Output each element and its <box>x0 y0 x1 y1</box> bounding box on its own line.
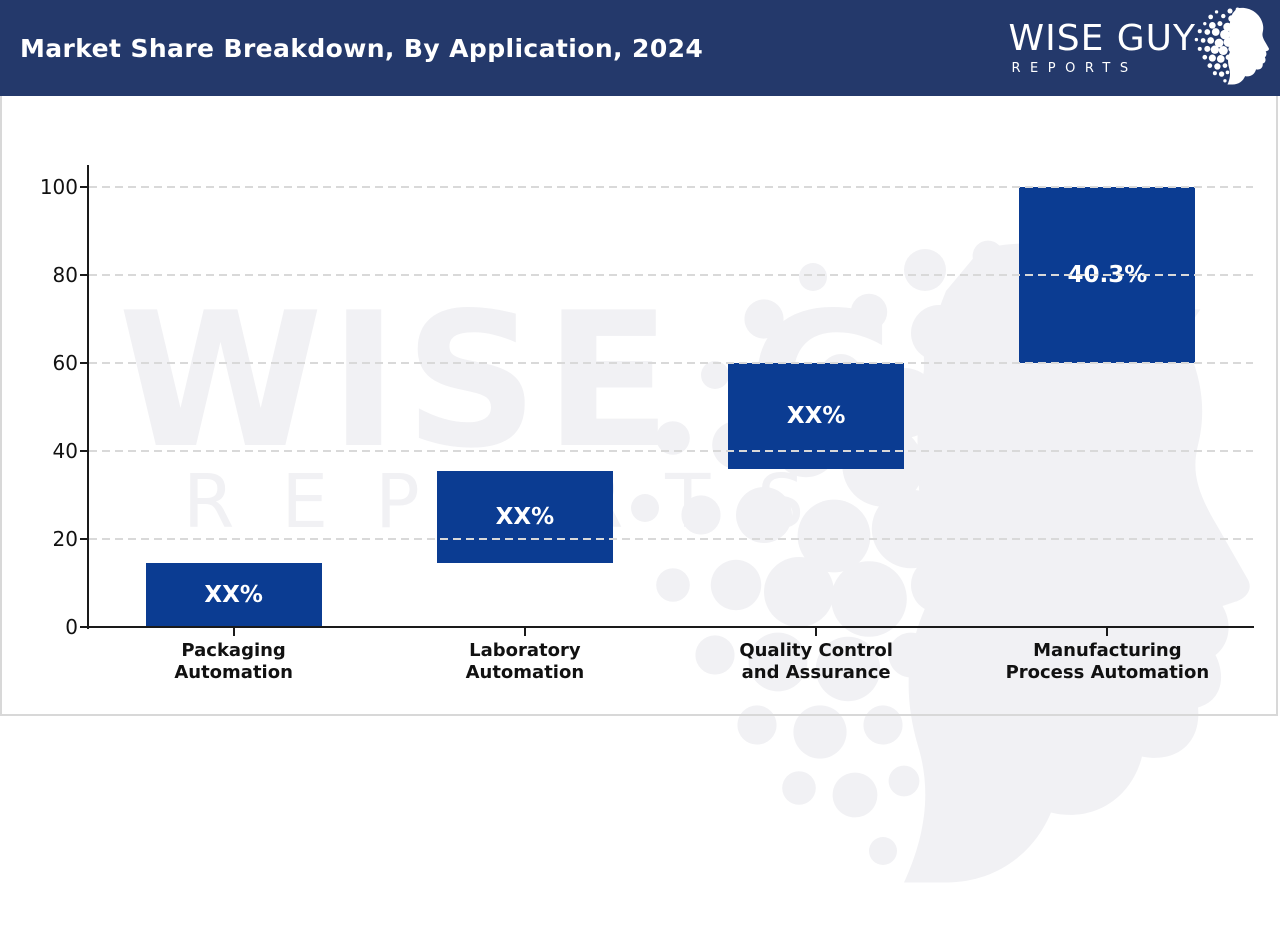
x-category-label-line: Automation <box>174 662 293 683</box>
y-tick-mark <box>80 186 88 188</box>
logo-brand: WISE GUY <box>1008 18 1196 59</box>
x-category-label-line: Automation <box>465 662 585 683</box>
logo-sub: REPORTS <box>1011 61 1138 76</box>
head-dots-icon <box>1188 6 1272 90</box>
gridline <box>89 450 1253 452</box>
x-tick-mark <box>523 628 526 636</box>
y-tick-mark <box>80 538 88 540</box>
bar-segment: XX% <box>436 470 613 564</box>
y-tick-label: 80 <box>52 263 78 287</box>
bar-value-label: XX% <box>204 582 263 609</box>
y-tick-mark <box>80 274 88 276</box>
y-tick-mark <box>80 362 88 364</box>
y-tick-label: 100 <box>39 175 78 199</box>
x-category-label-line: Laboratory <box>469 640 581 661</box>
y-tick-label: 60 <box>52 351 78 375</box>
x-category-label-line: Quality Control <box>739 640 893 661</box>
x-category-label: Manufacturing Process Automation <box>957 640 1257 684</box>
gridline <box>89 274 1253 276</box>
x-category-label: Laboratory Automation <box>375 640 675 684</box>
y-tick-mark <box>80 450 88 452</box>
header: Market Share Breakdown, By Application, … <box>0 0 1280 96</box>
wise-guy-logo: WISE GUY REPORTS <box>1009 4 1273 92</box>
x-category-label: Quality Control and Assurance <box>666 640 966 684</box>
gridline <box>89 538 1253 540</box>
y-tick-label: 40 <box>52 439 78 463</box>
x-category-label: Packaging Automation <box>84 640 384 684</box>
bar-segment: XX% <box>145 563 322 627</box>
x-axis-line <box>87 626 1254 628</box>
x-category-label-line: Manufacturing <box>1033 640 1182 661</box>
y-tick-mark <box>80 626 88 628</box>
x-tick-mark <box>232 628 235 636</box>
bar-value-label: XX% <box>495 503 555 530</box>
gridline <box>89 362 1253 364</box>
x-category-label-line: Packaging <box>181 640 286 661</box>
bar-value-label: XX% <box>786 402 846 429</box>
chart-plot-area: XX% XX% XX% 40.3% 0 20 40 60 80 100 Packaging Autom… <box>0 96 1280 716</box>
bar-segment: XX% <box>728 363 905 469</box>
x-category-label-line: Process Automation <box>1005 662 1210 683</box>
x-tick-mark <box>1106 628 1109 636</box>
y-axis-line <box>87 165 89 629</box>
y-tick-label: 0 <box>65 615 78 639</box>
gridline <box>89 186 1253 188</box>
page-title: Market Share Breakdown, By Application, … <box>20 33 704 63</box>
y-tick-label: 20 <box>52 527 78 551</box>
x-tick-mark <box>815 628 818 636</box>
logo-text: WISE GUY REPORTS <box>1008 18 1197 77</box>
x-category-label-line: and Assurance <box>741 662 891 683</box>
